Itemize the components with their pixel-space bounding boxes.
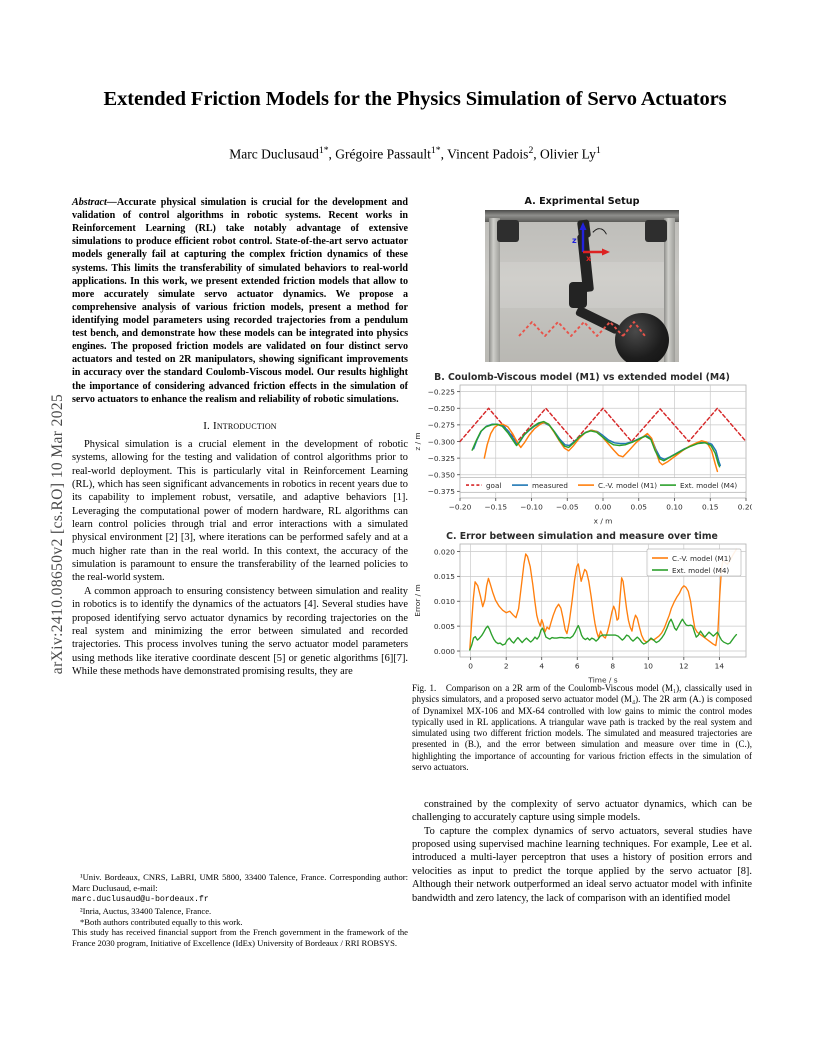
- footnote-1-text: ¹Univ. Bordeaux, CNRS, LaBRI, UMR 5800, …: [72, 872, 408, 893]
- tick-label-y: 0.020: [434, 547, 455, 556]
- panel-b-svg: −0.20 −0.15 −0.10 −0.05 0.00 0.05 0.10 0.15 0.20…: [413, 372, 752, 526]
- figure-caption: Fig. 1. Comparison on a 2R arm of the Co…: [412, 683, 752, 773]
- x-axis-arrowhead: [602, 248, 610, 256]
- tick-label-x: 2: [504, 662, 509, 671]
- corner-bracket-right: [645, 220, 667, 242]
- tick-label-x: 0.20: [738, 503, 752, 512]
- tick-label-x: 0.00: [595, 503, 612, 512]
- end-effector-wheel: [615, 313, 669, 362]
- series-c-v-model-m1-: [469, 548, 737, 651]
- tick-label-x: 0.10: [666, 503, 683, 512]
- panel-c-chart: 0 2 4 6 8 10 12 14 0.000 0.005 0.010 0.015 0.020 Time…: [412, 529, 752, 684]
- tick-label-x: 0.05: [631, 503, 648, 512]
- tick-label-y: −0.225: [428, 387, 456, 396]
- series-ext-model-m4-: [469, 618, 738, 651]
- tick-label-x: 10: [644, 662, 654, 671]
- triangular-path-overlay: [518, 321, 624, 337]
- right-paragraph-1: constrained by the complexity of servo a…: [412, 799, 752, 824]
- figure-number: Fig. 1.: [412, 683, 437, 693]
- arm-joint-housing: [569, 282, 587, 308]
- intro-paragraph-1: Physical simulation is a crucial element…: [72, 438, 408, 584]
- abstract: Abstract—Accurate physical simulation is…: [72, 196, 408, 406]
- intro-paragraph-2: A common approach to ensuring consistenc…: [72, 585, 408, 677]
- tick-label-y: −0.300: [428, 437, 456, 446]
- figure-1: A. Exprimental Setup: [412, 196, 752, 684]
- tick-label-y: −0.325: [428, 454, 456, 463]
- frame-left-post: [489, 218, 500, 362]
- z-axis-arrowhead: [579, 222, 587, 230]
- panel-a-overlay: [518, 222, 646, 337]
- tick-label-x: 12: [679, 662, 688, 671]
- tick-label-y: −0.250: [428, 404, 456, 413]
- x-axis-label: x: [586, 254, 592, 263]
- page-title: Extended Friction Models for the Physics…: [103, 88, 727, 110]
- axis-label-y: z / m: [413, 432, 422, 450]
- series-ext-model-m4-: [471, 420, 721, 468]
- footnote-affiliation-2: ²Inria, Auctus, 33400 Talence, France.: [80, 905, 212, 916]
- tick-label-x: −0.10: [520, 503, 543, 512]
- frame-right-post: [664, 218, 675, 362]
- corner-bracket-left: [497, 220, 519, 242]
- section-heading-introduction: I. Introduction: [203, 419, 277, 432]
- panel-a-photograph: z x: [485, 210, 679, 362]
- frame-top-rail: [485, 210, 679, 222]
- tick-label-y: −0.275: [428, 421, 456, 430]
- chart-title: C. Error between simulation and measure …: [446, 531, 718, 542]
- left-column: Abstract—Accurate physical simulation is…: [72, 196, 408, 678]
- tick-label-x: 0: [468, 662, 473, 671]
- corresponding-email[interactable]: marc.duclusaud@u-bordeaux.fr: [72, 895, 209, 905]
- panel-c-svg: 0 2 4 6 8 10 12 14 0.000 0.005 0.010 0.015 0.020 Time…: [413, 531, 747, 685]
- tick-label-y: 0.005: [434, 622, 455, 631]
- footnote-affiliation-1: ¹Univ. Bordeaux, CNRS, LaBRI, UMR 5800, …: [72, 872, 408, 906]
- abstract-lead: Abstract—: [72, 197, 117, 208]
- tick-label-y: −0.375: [428, 487, 456, 496]
- figure-caption-text: Comparison on a 2R arm of the Coulomb-Vi…: [412, 683, 753, 772]
- triangular-path-tail: [622, 321, 646, 337]
- panel-a-title: A. Exprimental Setup: [524, 196, 640, 207]
- tick-label-x: −0.05: [556, 503, 579, 512]
- legend-label: measured: [532, 481, 568, 490]
- tick-label-y: 0.010: [434, 597, 455, 606]
- z-axis-label: z: [572, 236, 577, 245]
- author-list: Marc Duclusaud1*, Grégoire Passault1*, V…: [229, 145, 601, 162]
- legend-label: Ext. model (M4): [672, 566, 729, 575]
- tick-label-y: 0.000: [434, 647, 455, 656]
- legend-label: Ext. model (M4): [680, 481, 737, 490]
- tick-label-y: −0.350: [428, 471, 456, 480]
- tick-label-x: 4: [539, 662, 544, 671]
- abstract-text: Accurate physical simulation is crucial …: [72, 197, 408, 405]
- tick-label-x: 14: [715, 662, 725, 671]
- legend-box: [459, 477, 747, 493]
- footnote-equal-contribution: *Both authors contributed equally to thi…: [80, 916, 243, 927]
- tick-label-x: −0.20: [449, 503, 472, 512]
- tick-label-y: 0.015: [434, 572, 455, 581]
- legend-label: C.-V. model (M1): [598, 481, 657, 490]
- legend-label: C.-V. model (M1): [672, 554, 731, 563]
- footnote-block: ¹Univ. Bordeaux, CNRS, LaBRI, UMR 5800, …: [72, 872, 408, 949]
- panel-b-chart: −0.20 −0.15 −0.10 −0.05 0.00 0.05 0.10 0.15 0.20…: [412, 370, 752, 525]
- footnote-funding: This study has received financial suppor…: [72, 927, 408, 949]
- axis-label-y: Error / m: [413, 584, 422, 616]
- axis-label-x: Time / s: [587, 676, 617, 685]
- tick-label-x: 0.15: [702, 503, 719, 512]
- axis-label-x: x / m: [594, 517, 613, 526]
- arxiv-stamp: arXiv:2410.08650v2 [cs.RO] 10 Mar 2025: [49, 393, 66, 675]
- right-column: constrained by the complexity of servo a…: [412, 798, 752, 905]
- tick-label-x: 6: [575, 662, 580, 671]
- legend-box: [646, 548, 742, 577]
- tick-label-x: −0.15: [484, 503, 507, 512]
- tick-label-x: 8: [610, 662, 615, 671]
- chart-title: B. Coulomb-Viscous model (M1) vs extende…: [434, 372, 730, 383]
- right-paragraph-2: To capture the complex dynamics of servo…: [412, 825, 752, 904]
- legend-label: goal: [486, 481, 501, 490]
